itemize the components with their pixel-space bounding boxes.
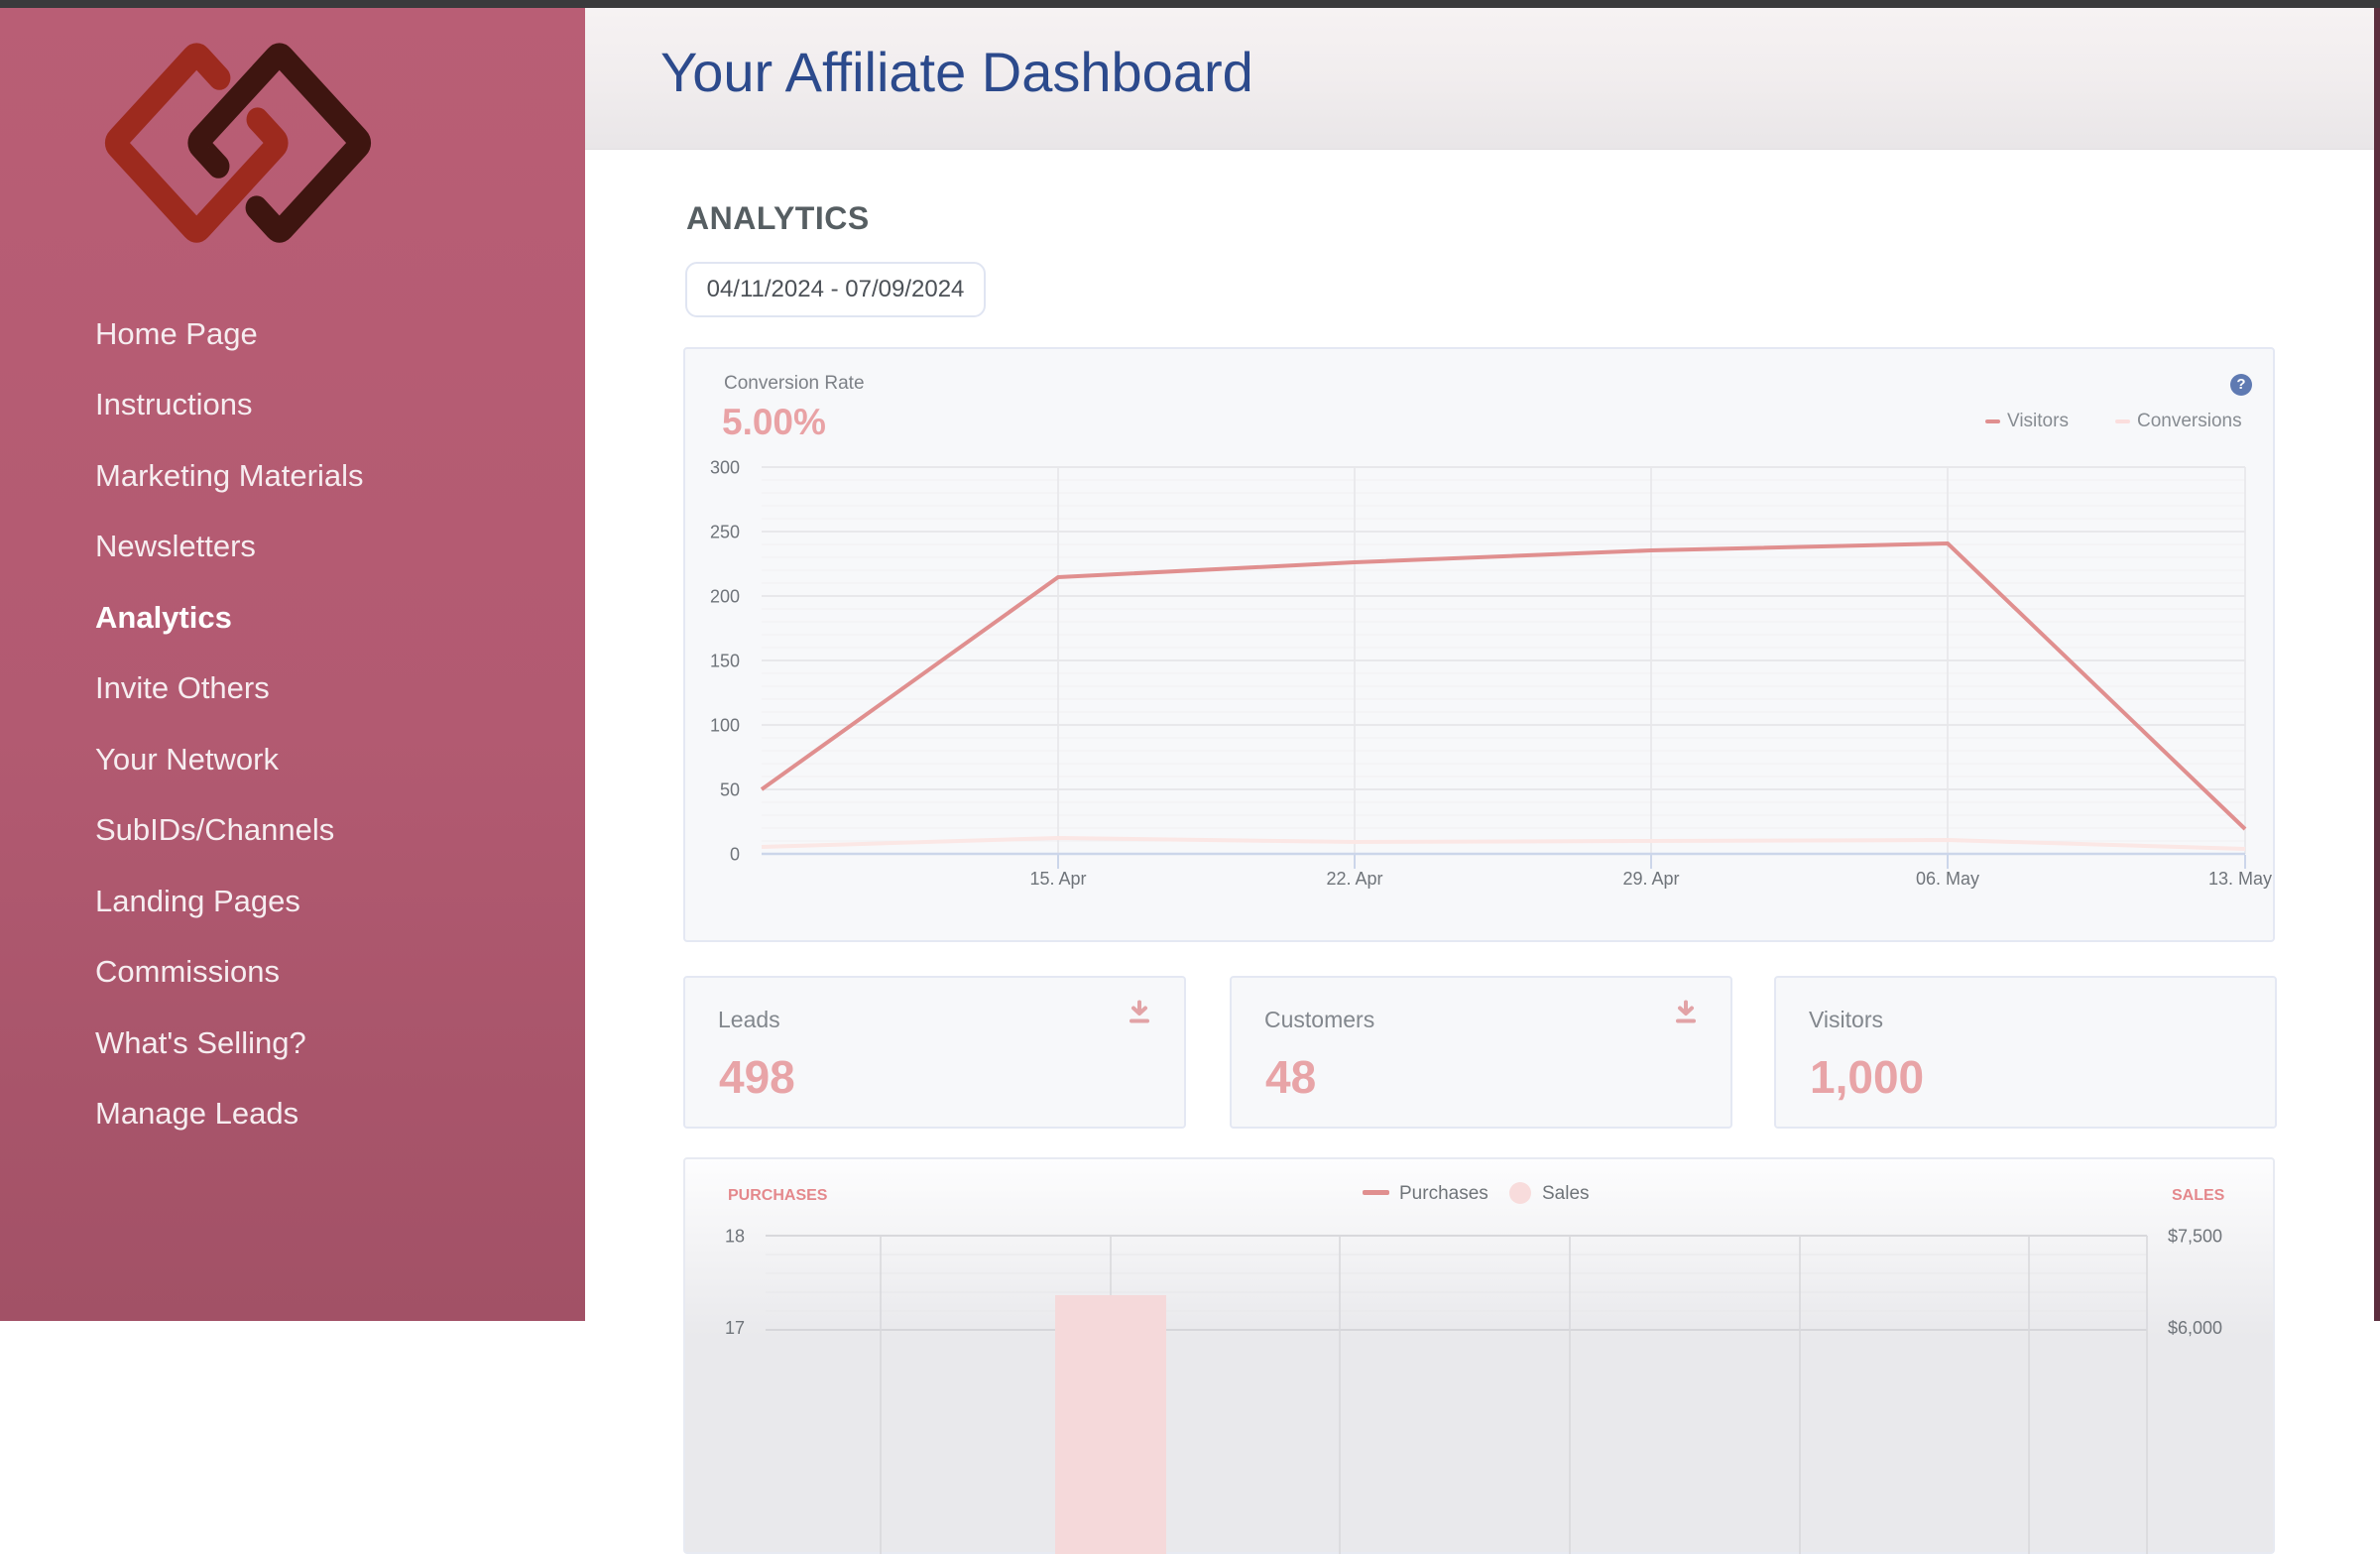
svg-text:250: 250 bbox=[710, 523, 740, 542]
svg-text:06. May: 06. May bbox=[1916, 869, 1979, 889]
svg-text:22. Apr: 22. Apr bbox=[1326, 869, 1382, 889]
svg-text:300: 300 bbox=[710, 458, 740, 478]
svg-text:200: 200 bbox=[710, 587, 740, 607]
svg-text:100: 100 bbox=[710, 716, 740, 736]
svg-text:29. Apr: 29. Apr bbox=[1622, 869, 1679, 889]
svg-text:$7,500: $7,500 bbox=[2168, 1227, 2222, 1247]
svg-text:$6,000: $6,000 bbox=[2168, 1318, 2222, 1338]
svg-text:15. Apr: 15. Apr bbox=[1029, 869, 1086, 889]
svg-text:13. May: 13. May bbox=[2208, 869, 2272, 889]
svg-text:50: 50 bbox=[720, 780, 740, 800]
svg-text:150: 150 bbox=[710, 652, 740, 671]
svg-text:17: 17 bbox=[725, 1318, 745, 1338]
svg-text:0: 0 bbox=[730, 845, 740, 865]
svg-text:18: 18 bbox=[725, 1227, 745, 1247]
